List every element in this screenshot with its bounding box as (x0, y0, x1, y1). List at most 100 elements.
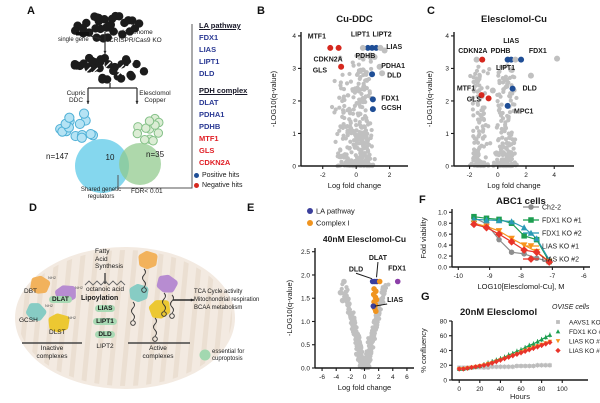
svg-text:PDHB: PDHB (491, 48, 511, 55)
svg-text:1: 1 (445, 131, 449, 138)
svg-text:20nM Elesclomol: 20nM Elesclomol (460, 307, 537, 318)
svg-text:GCSH: GCSH (381, 105, 401, 112)
lip-gene-lipt1: LIPT1 (80, 318, 130, 325)
volcano-elesclomol-cu-chart: -2 0 2 4 0 1 2 3 4 Log fold change -LOG10(q-value)… (425, 14, 574, 190)
svg-text:40nM Elesclomol-Cu: 40nM Elesclomol-Cu (323, 234, 406, 244)
cupric-line2: DDC (68, 97, 84, 104)
svg-text:FDX1 KO #2: FDX1 KO #2 (542, 231, 582, 238)
svg-text:Log fold change: Log fold change (338, 383, 391, 392)
outcome-respiration: Mitochondrial respiration (194, 297, 260, 303)
abc1-viability-chart: -10 -9 -8 -7 -6 0.0 0.2 0.4 0.6 0.8 1.0 LOG10[Elesc… (419, 196, 590, 291)
active-complexes-caption: Active complexes (126, 345, 190, 361)
ovise-confluency-chart: 0 20 40 60 80 100 0 20 40 60 80 Hours % confluency 20… (419, 304, 600, 401)
venn-caption-line2: regulators (87, 194, 115, 200)
svg-text:2: 2 (388, 172, 392, 179)
svg-text:NH2: NH2 (48, 275, 57, 280)
svg-text:4: 4 (552, 172, 556, 179)
svg-text:3: 3 (445, 66, 449, 73)
gene-gls: GLS (199, 146, 215, 155)
inactive-line2: complexes (36, 353, 68, 360)
positive-hit-dot-icon (194, 172, 199, 178)
blob-label-dbt: DBT (24, 288, 37, 295)
gene-pdhb: PDHB (199, 122, 221, 131)
negative-hit-dot-icon (194, 182, 199, 188)
gene-fdx1: FDX1 (199, 33, 219, 42)
panel-label-c: C (427, 5, 435, 17)
svg-text:Log fold change: Log fold change (487, 181, 540, 190)
svg-text:Ch2-2: Ch2-2 (542, 205, 561, 212)
gene-mtf1: MTF1 (199, 134, 219, 143)
svg-text:1.0: 1.0 (301, 319, 310, 326)
svg-text:0.5: 0.5 (301, 342, 310, 349)
svg-text:CDKN2A: CDKN2A (458, 48, 487, 55)
panel-label-d: D (29, 202, 37, 214)
fatty-line3: Synthesis (95, 263, 124, 270)
svg-text:0: 0 (457, 386, 461, 393)
gene-pdha1: PDHA1 (199, 110, 225, 119)
svg-text:Hours: Hours (510, 392, 530, 401)
svg-text:ABC1 cells: ABC1 cells (496, 196, 546, 207)
svg-text:MPC1: MPC1 (514, 108, 534, 115)
svg-text:0.4: 0.4 (438, 242, 447, 249)
panel-label-a: A (27, 5, 35, 17)
fdr-threshold-label: FDR< 0.01 (131, 188, 163, 195)
svg-text:-10: -10 (454, 273, 464, 280)
svg-text:0: 0 (354, 172, 358, 179)
svg-text:LIAS KO #1: LIAS KO #1 (542, 244, 579, 251)
la-pathway-header: LA pathway (199, 21, 241, 30)
gene-dlat: DLAT (199, 98, 219, 107)
svg-text:2.0: 2.0 (301, 272, 310, 279)
svg-text:Fold viability: Fold viability (419, 217, 428, 259)
lip-gene-dld: DLD (80, 331, 130, 338)
pdh-complex-header: PDH complex (199, 86, 248, 95)
fatty-line1: Fatty (95, 248, 110, 255)
svg-text:DLD: DLD (522, 86, 536, 93)
svg-text:6: 6 (405, 374, 409, 381)
dlat-pill: DLAT (49, 296, 72, 303)
svg-text:PDHB: PDHB (355, 53, 375, 60)
svg-text:-8: -8 (518, 273, 524, 280)
outcome-tca: TCA Cycle activity (194, 289, 243, 295)
positive-hits-label: Positive hits (202, 172, 240, 179)
venn-overlap-count: 10 (105, 153, 115, 162)
svg-text:100: 100 (557, 386, 568, 393)
lipt1-pill: LIPT1 (93, 318, 117, 325)
elesclomol-copper-label: Elesclomol Copper (132, 90, 178, 104)
svg-text:20: 20 (440, 363, 448, 370)
svg-text:MTF1: MTF1 (308, 34, 326, 41)
svg-text:LIPT2: LIPT2 (373, 32, 392, 39)
lias-pill: LIAS (94, 305, 116, 312)
svg-text:LIAS KO #2: LIAS KO #2 (569, 348, 600, 355)
svg-text:0: 0 (443, 377, 447, 384)
fatty-acid-synthesis-label: Fatty Acid Synthesis (95, 248, 123, 271)
svg-text:4: 4 (391, 374, 395, 381)
lip-gene-lias: LIAS (80, 305, 130, 312)
negative-hits-row: Negative hits (194, 181, 242, 191)
outcomes-text: TCA Cycle activity Mitochondrial respira… (194, 288, 259, 312)
cupric-line1: Cupric (66, 90, 86, 97)
svg-text:0: 0 (445, 163, 449, 170)
panel-label-g: G (421, 291, 430, 303)
svg-text:-6: -6 (319, 374, 325, 381)
volcano-40nm-elesclomol-cu-chart: -6 -4 -2 0 2 4 6 0.0 0.5 1.0 1.5 2.0 2.5 Log fold cha… (285, 207, 414, 392)
svg-text:OVISE cells: OVISE cells (552, 304, 590, 311)
svg-text:-2: -2 (347, 374, 353, 381)
svg-text:LIPT1: LIPT1 (496, 65, 515, 72)
svg-text:0.0: 0.0 (438, 264, 447, 271)
svg-text:2: 2 (445, 98, 449, 105)
elesclomol-line1: Elesclomol (139, 90, 171, 97)
svg-text:NH2: NH2 (68, 315, 77, 320)
svg-text:FDX1 KO #1: FDX1 KO #1 (542, 218, 582, 225)
svg-text:3: 3 (292, 66, 296, 73)
svg-text:4: 4 (445, 33, 449, 40)
blob-label-dlst: DLST (49, 329, 66, 336)
svg-text:0.8: 0.8 (438, 221, 447, 228)
svg-text:-9: -9 (487, 273, 493, 280)
active-line1: Active (149, 345, 167, 352)
svg-text:LIAS: LIAS (503, 38, 519, 45)
negative-hits-label: Negative hits (202, 182, 243, 189)
elesclomol-line2: Copper (144, 97, 166, 104)
gene-dld: DLD (199, 69, 215, 78)
panel-label-f: F (419, 194, 426, 206)
